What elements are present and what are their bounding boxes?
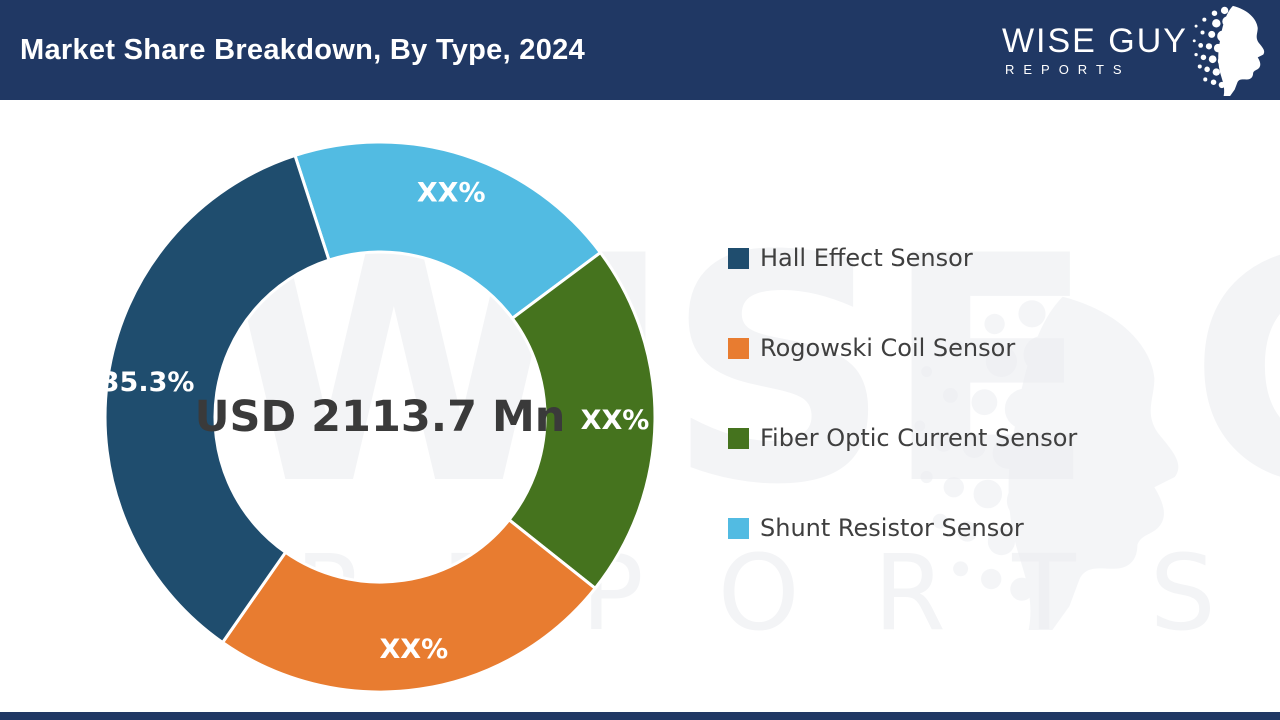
wiseguy-logo: WISE GUY REPORTS [1002, 4, 1266, 96]
donut-slice-1 [221, 518, 597, 694]
header-bar: Market Share Breakdown, By Type, 2024 WI… [0, 0, 1280, 100]
slice-label-1: XX% [379, 634, 448, 665]
legend-item-shunt-resistor-sensor: Shunt Resistor Sensor [728, 514, 1077, 542]
donut-slice-2 [507, 251, 657, 590]
page-title: Market Share Breakdown, By Type, 2024 [20, 33, 586, 66]
legend-label: Hall Effect Sensor [760, 244, 973, 272]
footer-bar [0, 712, 1280, 720]
chart-area: WISE GUY REPORTS XX%XX%XX%35.3% [0, 100, 1280, 712]
legend-label: Rogowski Coil Sensor [760, 334, 1016, 362]
legend-swatch-hall-effect-sensor [728, 247, 749, 269]
donut-slice-3 [293, 140, 602, 320]
wiseguy-face-icon [1192, 5, 1265, 96]
legend-item-fiber-optic-current-sensor: Fiber Optic Current Sensor [728, 424, 1077, 452]
legend-label: Fiber Optic Current Sensor [760, 424, 1078, 452]
logo-wordmark: WISE GUY [1001, 21, 1188, 60]
slice-label-0: 35.3% [103, 367, 194, 398]
legend-swatch-shunt-resistor-sensor [728, 517, 749, 539]
logo-text: WISE GUY REPORTS [1002, 24, 1188, 77]
legend-swatch-fiber-optic-current-sensor [728, 427, 749, 449]
watermark-face-icon [914, 296, 1179, 630]
slice-label-3: XX% [417, 178, 486, 209]
legend-item-rogowski-coil-sensor: Rogowski Coil Sensor [728, 334, 1077, 362]
donut-slice-0 [103, 154, 331, 644]
donut-chart: XX% XX% XX% 35.3% [103, 140, 657, 694]
logo-subtitle: REPORTS [1004, 61, 1131, 77]
donut-center-value: USD 2113.7 Mn [194, 392, 566, 442]
slice-label-2: XX% [581, 405, 650, 436]
legend-item-hall-effect-sensor: Hall Effect Sensor [728, 244, 1077, 272]
legend-swatch-rogowski-coil-sensor [728, 337, 749, 359]
legend-label: Shunt Resistor Sensor [760, 514, 1024, 542]
chart-legend: Hall Effect Sensor Rogowski Coil Sensor … [728, 244, 1077, 604]
